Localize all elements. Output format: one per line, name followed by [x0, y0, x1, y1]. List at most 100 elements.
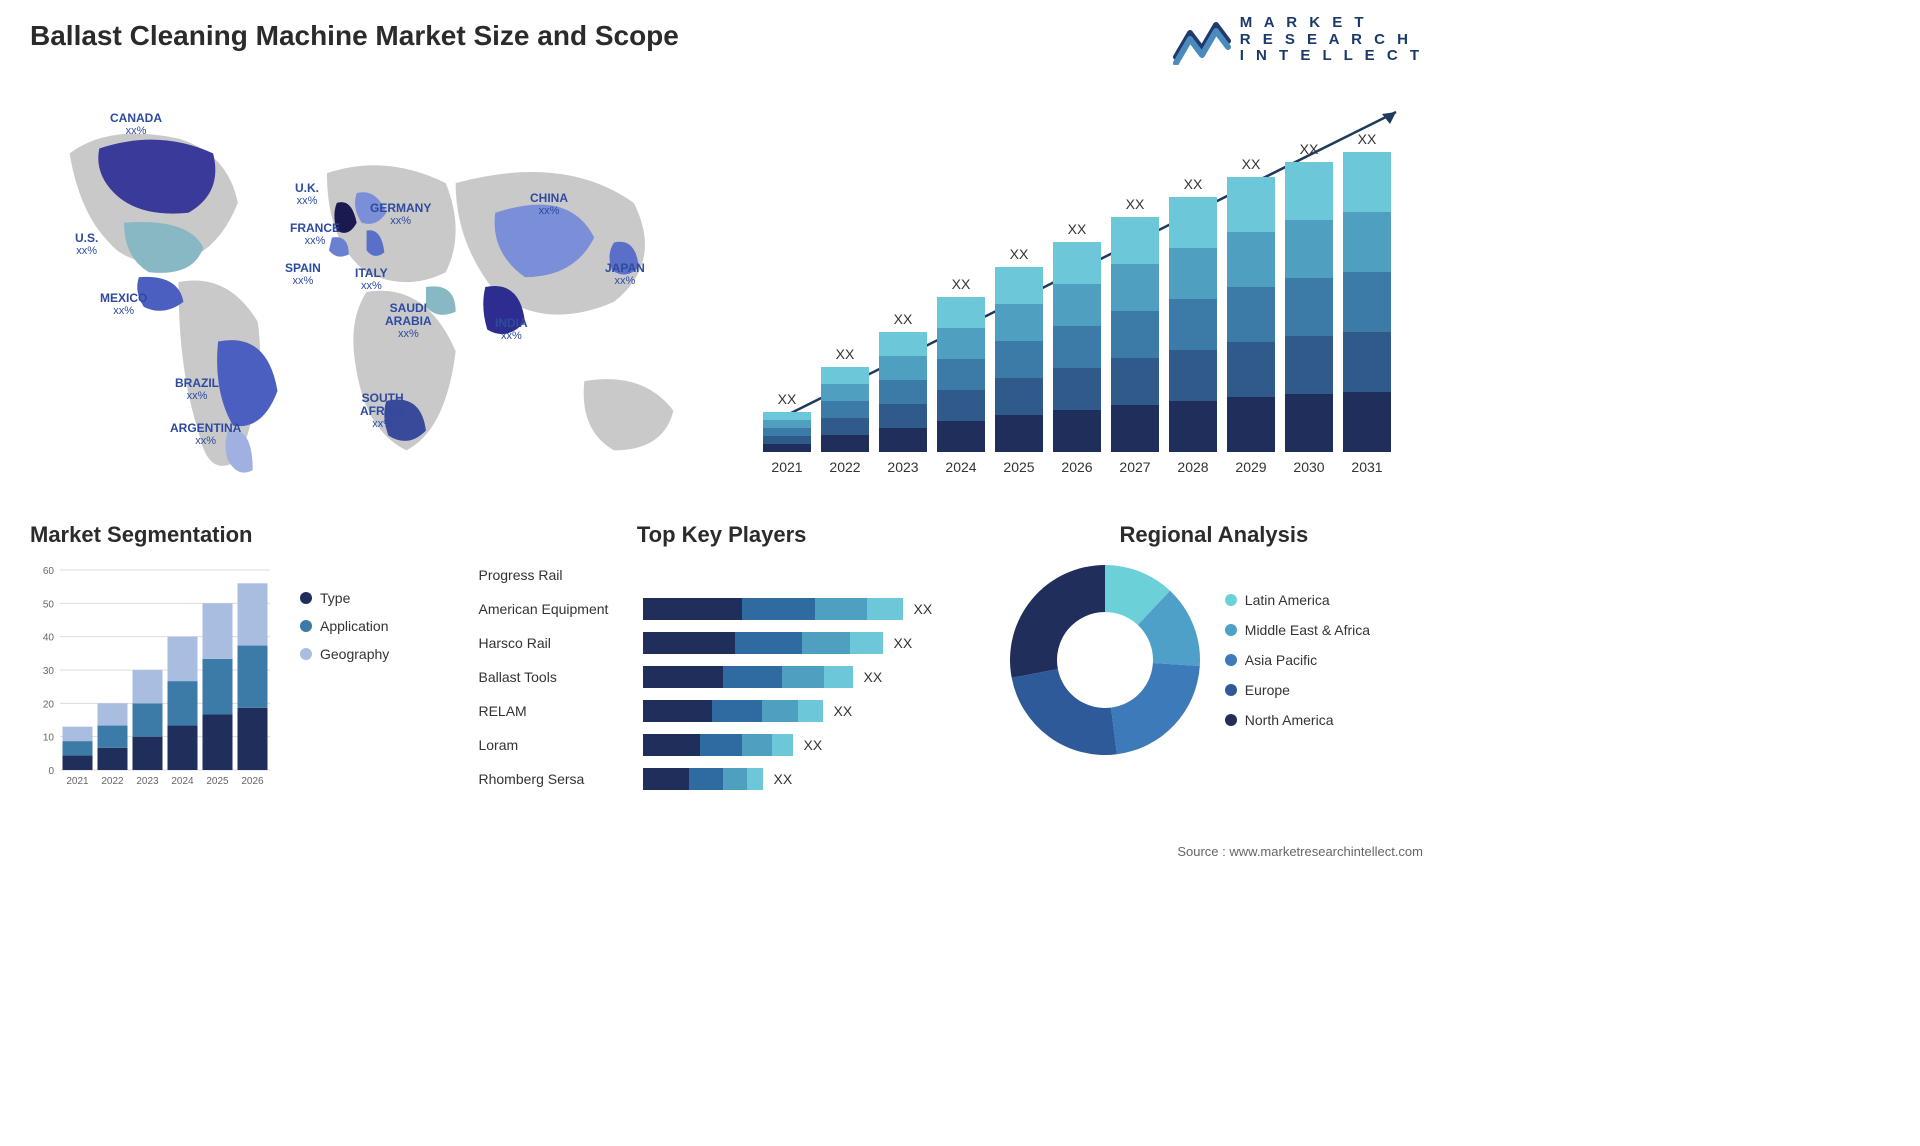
svg-text:30: 30: [43, 666, 55, 677]
keyplayer-value: XX: [803, 737, 822, 753]
keyplayer-row: RELAM XX: [478, 696, 964, 726]
svg-text:2022: 2022: [101, 776, 124, 787]
map-label: FRANCExx%: [290, 222, 340, 247]
svg-text:10: 10: [43, 733, 55, 744]
segmentation-title: Market Segmentation: [30, 522, 438, 548]
keyplayer-value: XX: [863, 669, 882, 685]
svg-text:50: 50: [43, 599, 55, 610]
keyplayer-bar: [643, 700, 823, 722]
keyplayer-row: Progress Rail: [478, 560, 964, 590]
main-chart-svg: XX 2021 XX 2022 XX 2023 XX 2024 XX 2025 XX 2026 XX 20…: [743, 92, 1423, 492]
svg-text:XX: XX: [1184, 176, 1203, 192]
svg-text:2026: 2026: [1061, 459, 1092, 475]
map-label: INDIAxx%: [495, 317, 528, 342]
svg-text:2025: 2025: [1003, 459, 1034, 475]
logo-line2: R E S E A R C H: [1240, 32, 1423, 49]
regional-legend: Latin America Middle East & Africa Asia Pa…: [1225, 592, 1370, 728]
svg-text:2031: 2031: [1351, 459, 1382, 475]
svg-text:XX: XX: [1126, 196, 1145, 212]
map-label: U.S.xx%: [75, 232, 98, 257]
map-label: U.K.xx%: [295, 182, 319, 207]
svg-text:2023: 2023: [887, 459, 918, 475]
keyplayer-row: Ballast Tools XX: [478, 662, 964, 692]
keyplayer-label: Progress Rail: [478, 567, 643, 583]
map-label: SOUTHAFRICAxx%: [360, 392, 405, 430]
svg-text:2028: 2028: [1177, 459, 1208, 475]
map-label: GERMANYxx%: [370, 202, 431, 227]
logo-icon: [1172, 15, 1232, 65]
keyplayer-label: Ballast Tools: [478, 669, 643, 685]
svg-text:2025: 2025: [206, 776, 229, 787]
svg-text:2024: 2024: [945, 459, 976, 475]
logo-line1: M A R K E T: [1240, 15, 1423, 32]
svg-text:40: 40: [43, 633, 55, 644]
svg-text:60: 60: [43, 566, 55, 577]
svg-text:XX: XX: [952, 276, 971, 292]
svg-text:XX: XX: [836, 346, 855, 362]
svg-text:2021: 2021: [66, 776, 89, 787]
svg-text:2024: 2024: [171, 776, 194, 787]
legend-item: Middle East & Africa: [1225, 622, 1370, 638]
svg-text:2027: 2027: [1119, 459, 1150, 475]
regional-title: Regional Analysis: [1005, 522, 1423, 548]
svg-text:XX: XX: [1300, 141, 1319, 157]
legend-item: Type: [300, 590, 438, 606]
svg-text:2029: 2029: [1235, 459, 1266, 475]
keyplayer-label: Loram: [478, 737, 643, 753]
keyplayer-label: RELAM: [478, 703, 643, 719]
segmentation-section: Market Segmentation 0 10 20 30 40 50 60 2021 202…: [30, 522, 438, 798]
map-label: CHINAxx%: [530, 192, 568, 217]
keyplayer-label: American Equipment: [478, 601, 643, 617]
svg-text:XX: XX: [1010, 246, 1029, 262]
keyplayer-value: XX: [773, 771, 792, 787]
legend-item: Application: [300, 618, 438, 634]
legend-item: Latin America: [1225, 592, 1370, 608]
svg-text:XX: XX: [778, 391, 797, 407]
brand-logo: M A R K E T R E S E A R C H I N T E L L …: [1172, 15, 1423, 65]
svg-text:2030: 2030: [1293, 459, 1324, 475]
svg-text:2026: 2026: [241, 776, 264, 787]
world-map: CANADAxx%U.S.xx%MEXICOxx%BRAZILxx%ARGENT…: [30, 92, 713, 492]
keyplayer-bar: [643, 734, 793, 756]
keyplayer-row: Loram XX: [478, 730, 964, 760]
regional-section: Regional Analysis Latin America Middle Ea…: [1005, 522, 1423, 798]
main-bar-chart: XX 2021 XX 2022 XX 2023 XX 2024 XX 2025 XX 2026 XX 20…: [743, 92, 1423, 492]
keyplayer-row: Harsco RailXX: [478, 628, 964, 658]
source-text: Source : www.marketresearchintellect.com: [1177, 844, 1423, 859]
map-label: SAUDIARABIAxx%: [385, 302, 432, 340]
keyplayer-bar: [643, 768, 763, 790]
keyplayer-value: XX: [893, 635, 912, 651]
legend-item: Geography: [300, 646, 438, 662]
legend-item: Asia Pacific: [1225, 652, 1370, 668]
keyplayer-bar: [643, 632, 883, 654]
keyplayer-row: Rhomberg Sersa XX: [478, 764, 964, 794]
map-label: JAPANxx%: [605, 262, 645, 287]
svg-text:2021: 2021: [771, 459, 802, 475]
keyplayers-title: Top Key Players: [478, 522, 964, 548]
segmentation-chart: 0 10 20 30 40 50 60 2021 2022 2023 2024 2025 2026: [30, 560, 280, 790]
svg-text:XX: XX: [1068, 221, 1087, 237]
svg-text:20: 20: [43, 699, 55, 710]
legend-item: Europe: [1225, 682, 1370, 698]
segmentation-legend: Type Application Geography: [300, 560, 438, 790]
keyplayers-section: Top Key Players Progress Rail American Eq…: [478, 522, 964, 798]
keyplayer-value: XX: [833, 703, 852, 719]
logo-line3: I N T E L L E C T: [1240, 48, 1423, 65]
keyplayer-value: XX: [913, 601, 932, 617]
regional-donut: [1005, 560, 1205, 760]
legend-item: North America: [1225, 712, 1370, 728]
map-label: BRAZILxx%: [175, 377, 219, 402]
keyplayer-bar: [643, 598, 903, 620]
svg-text:0: 0: [48, 766, 54, 777]
svg-text:XX: XX: [1358, 131, 1377, 147]
keyplayer-bar: [643, 666, 853, 688]
svg-text:XX: XX: [894, 311, 913, 327]
map-label: SPAINxx%: [285, 262, 321, 287]
map-label: ARGENTINAxx%: [170, 422, 241, 447]
svg-text:2023: 2023: [136, 776, 159, 787]
keyplayer-label: Rhomberg Sersa: [478, 771, 643, 787]
svg-text:2022: 2022: [829, 459, 860, 475]
map-label: MEXICOxx%: [100, 292, 147, 317]
svg-text:XX: XX: [1242, 156, 1261, 172]
map-label: ITALYxx%: [355, 267, 388, 292]
